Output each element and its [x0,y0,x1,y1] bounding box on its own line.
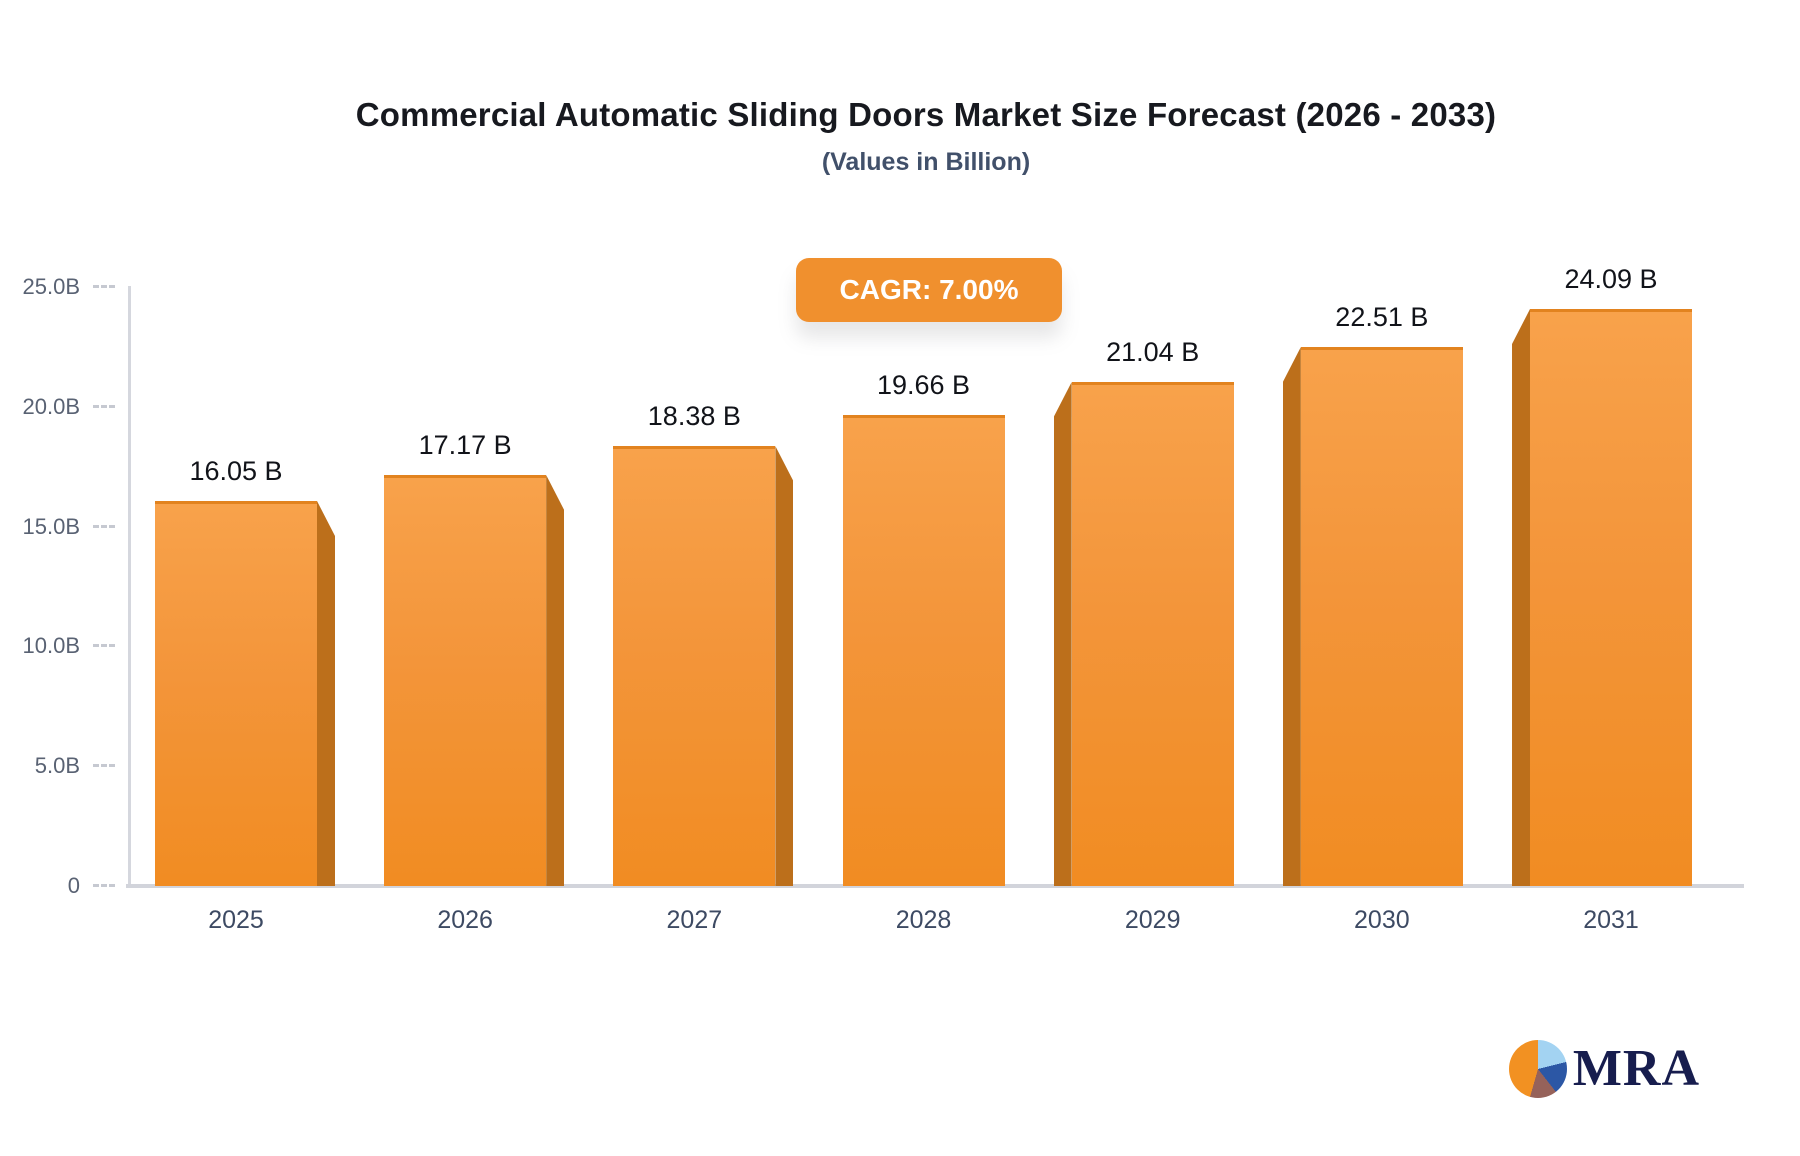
bar-2029-side-face [1053,382,1072,886]
y-tick-label: 15.0B [22,513,81,539]
chart-title: Commercial Automatic Sliding Doors Marke… [355,96,1497,133]
logo: MRA [1508,1040,1700,1098]
y-tick-mark [93,404,115,408]
bar-2027-side-face [775,446,794,886]
bar-value-label: 17.17 B [418,430,512,460]
bar-value-label: 19.66 B [876,370,971,400]
bar-2025 [155,501,317,886]
bar-value-label: 18.38 B [647,401,741,431]
y-tick-label: 5.0B [34,753,80,779]
x-tick-label: 2029 [1124,906,1181,934]
logo-text: MRA [1572,1040,1700,1097]
bar-2030-side-face [1282,347,1301,886]
chart-subtitle: (Values in Billion) [821,148,1031,176]
bar-2030 [1300,347,1463,886]
bar-2031 [1530,309,1693,886]
y-tick-label: 10.0B [22,633,81,659]
y-tick-mark [93,524,115,528]
y-tick-mark [93,285,115,288]
bar-value-label: 16.05 B [189,456,283,486]
x-tick-label: 2027 [666,906,723,934]
y-tick-mark [93,644,115,648]
logo-pie-icon [1508,1040,1567,1098]
bar-2029 [1071,382,1234,886]
x-tick-label: 2025 [208,906,264,934]
x-tick-label: 2028 [895,906,952,934]
y-axis-line [128,286,131,886]
y-tick-mark [93,764,115,768]
x-tick-label: 2030 [1354,906,1410,934]
bar-2028 [842,415,1005,886]
y-tick-label: 25.0B [22,274,81,299]
bar-2026 [384,475,547,886]
bar-2031-side-face [1512,309,1531,886]
cagr-badge: CAGR: 7.00% [796,258,1062,322]
y-tick-mark [93,884,115,887]
bar-2026-side-face [546,475,565,886]
bar-2027 [613,446,776,886]
y-tick-label: 20.0B [22,393,81,419]
y-tick-label: 0 [67,873,80,898]
bar-value-label: 22.51 B [1335,302,1429,332]
x-tick-label: 2031 [1583,906,1639,934]
bar-value-label: 21.04 B [1106,337,1200,367]
bar-2025-side-face [317,501,335,886]
x-axis-line [126,884,1744,888]
x-tick-label: 2026 [437,906,493,934]
bar-value-label: 24.09 B [1564,264,1658,294]
